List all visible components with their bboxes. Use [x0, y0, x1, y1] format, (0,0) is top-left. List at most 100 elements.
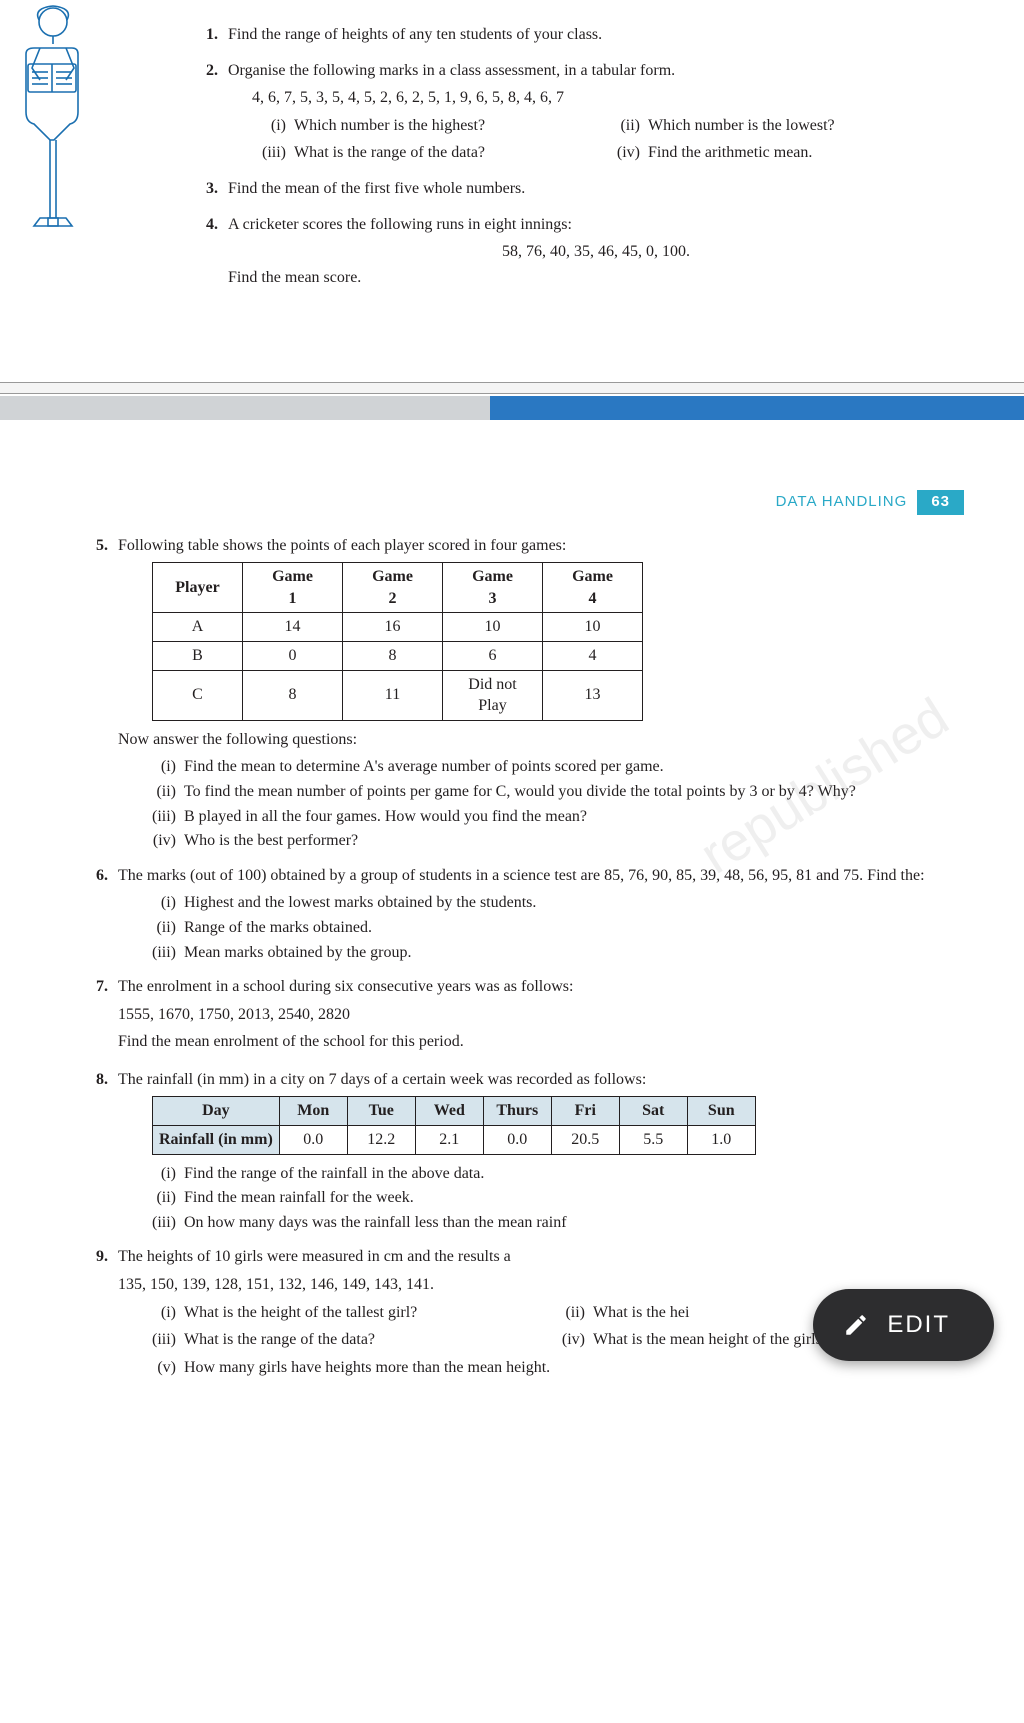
question-number: 8.	[90, 1069, 118, 1237]
question-list-upper: 1. Find the range of heights of any ten …	[200, 24, 964, 294]
sub-num: (iii)	[146, 942, 184, 964]
td: 0	[243, 641, 343, 670]
question-after: Now answer the following questions:	[118, 729, 964, 751]
td: 13	[543, 670, 643, 720]
th: Tue	[347, 1097, 415, 1126]
th: Game 1	[243, 563, 343, 613]
question-text: Find the range of heights of any ten stu…	[228, 24, 964, 46]
page-upper: 1. Find the range of heights of any ten …	[0, 0, 1024, 342]
sub-num: (i)	[146, 756, 184, 778]
td: 2.1	[415, 1126, 483, 1155]
student-illustration	[10, 2, 96, 262]
sub-num: (iii)	[146, 806, 184, 828]
question-line: Find the mean enrolment of the school fo…	[118, 1031, 964, 1053]
td: 8	[343, 641, 443, 670]
td: 1.0	[687, 1126, 755, 1155]
sub-text: Mean marks obtained by the group.	[184, 942, 412, 964]
question-body: The enrolment in a school during six con…	[118, 976, 964, 1059]
question-text: The rainfall (in mm) in a city on 7 days…	[118, 1069, 964, 1091]
question-number: 5.	[90, 535, 118, 855]
sub-text: Range of the marks obtained.	[184, 917, 372, 939]
sub-text: Find the mean rainfall for the week.	[184, 1187, 414, 1209]
td: 14	[243, 613, 343, 642]
sub-num: (i)	[146, 1302, 184, 1324]
th: Game 4	[543, 563, 643, 613]
table-row: A 14 16 10 10	[153, 613, 643, 642]
chapter-title: DATA HANDLING	[776, 492, 908, 512]
sub-num: (iv)	[610, 142, 648, 164]
page-header: DATA HANDLING 63	[90, 490, 964, 514]
th: Sat	[619, 1097, 687, 1126]
td: 12.2	[347, 1126, 415, 1155]
th: Day	[153, 1097, 280, 1126]
question-tail: Find the mean score.	[228, 267, 964, 289]
question-4: 4. A cricketer scores the following runs…	[200, 214, 964, 295]
question-8: 8. The rainfall (in mm) in a city on 7 d…	[90, 1069, 964, 1237]
question-5: 5. Following table shows the points of e…	[90, 535, 964, 855]
sub-text: Find the mean to determine A's average n…	[184, 756, 664, 778]
question-number: 3.	[200, 178, 228, 206]
table-header-row: Day Mon Tue Wed Thurs Fri Sat Sun	[153, 1097, 756, 1126]
scroll-progress[interactable]	[0, 396, 1024, 420]
td: 8	[243, 670, 343, 720]
td: 6	[443, 641, 543, 670]
question-text: Find the mean of the first five whole nu…	[228, 178, 964, 200]
sub-num: (ii)	[555, 1302, 593, 1324]
question-line: 1555, 1670, 1750, 2013, 2540, 2820	[118, 1004, 964, 1026]
question-number: 7.	[90, 976, 118, 1059]
th: Player	[153, 563, 243, 613]
sub-num: (iv)	[555, 1329, 593, 1351]
sub-text: Which number is the lowest?	[648, 115, 835, 137]
question-body: Organise the following marks in a class …	[228, 60, 964, 170]
sub-questions: (i)Highest and the lowest marks obtained…	[118, 892, 964, 963]
progress-done	[0, 396, 490, 420]
th: Fri	[551, 1097, 619, 1126]
table-row: B 0 8 6 4	[153, 641, 643, 670]
sub-text: To find the mean number of points per ga…	[184, 781, 856, 803]
question-body: The marks (out of 100) obtained by a gro…	[118, 865, 964, 966]
td: 10	[543, 613, 643, 642]
question-body: Following table shows the points of each…	[118, 535, 964, 855]
sub-num: (v)	[146, 1357, 184, 1379]
edit-button[interactable]: EDIT	[813, 1289, 994, 1361]
pencil-icon	[843, 1312, 869, 1338]
question-number: 9.	[90, 1246, 118, 1381]
question-line: The heights of 10 girls were measured in…	[118, 1246, 964, 1268]
sub-text: Find the arithmetic mean.	[648, 142, 812, 164]
question-body: Find the range of heights of any ten stu…	[228, 24, 964, 52]
sub-num: (iii)	[256, 142, 294, 164]
sub-num: (i)	[256, 115, 294, 137]
td: Did not Play	[443, 670, 543, 720]
number-list: 4, 6, 7, 5, 3, 5, 4, 5, 2, 6, 2, 5, 1, 9…	[252, 87, 964, 109]
number-list: 58, 76, 40, 35, 46, 45, 0, 100.	[228, 241, 964, 263]
question-number: 4.	[200, 214, 228, 295]
table-header-row: Player Game 1 Game 2 Game 3 Game 4	[153, 563, 643, 613]
rainfall-table: Day Mon Tue Wed Thurs Fri Sat Sun Rainfa…	[152, 1096, 756, 1154]
question-7: 7. The enrolment in a school during six …	[90, 976, 964, 1059]
question-text: The marks (out of 100) obtained by a gro…	[118, 865, 964, 887]
table-row: Rainfall (in mm) 0.0 12.2 2.1 0.0 20.5 5…	[153, 1126, 756, 1155]
progress-remaining	[490, 396, 1024, 420]
th: Game 3	[443, 563, 543, 613]
sub-num: (ii)	[146, 781, 184, 803]
td: A	[153, 613, 243, 642]
td: 5.5	[619, 1126, 687, 1155]
sub-text: What is the range of the data?	[294, 142, 485, 164]
sub-text: Highest and the lowest marks obtained by…	[184, 892, 536, 914]
sub-text: Which number is the highest?	[294, 115, 485, 137]
sub-questions: (i)Which number is the highest? (ii)Whic…	[228, 115, 964, 167]
question-body: The rainfall (in mm) in a city on 7 days…	[118, 1069, 964, 1237]
sub-text: On how many days was the rainfall less t…	[184, 1212, 567, 1234]
question-line: The enrolment in a school during six con…	[118, 976, 964, 998]
td: 20.5	[551, 1126, 619, 1155]
sub-num: (iii)	[146, 1212, 184, 1234]
sub-num: (iv)	[146, 830, 184, 852]
td: 0.0	[483, 1126, 551, 1155]
players-table: Player Game 1 Game 2 Game 3 Game 4 A 14 …	[152, 562, 643, 721]
td: 16	[343, 613, 443, 642]
sub-text: Who is the best performer?	[184, 830, 358, 852]
th: Game 2	[343, 563, 443, 613]
th: Sun	[687, 1097, 755, 1126]
sub-text: B played in all the four games. How woul…	[184, 806, 587, 828]
sub-num: (i)	[146, 1163, 184, 1185]
